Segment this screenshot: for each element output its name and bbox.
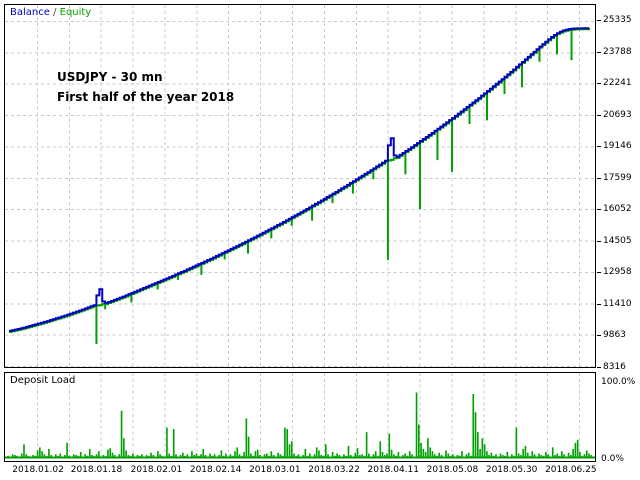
y-axis-tick-mark bbox=[597, 146, 601, 148]
deposit-axis-bottom-label: 0.0% bbox=[601, 454, 624, 464]
y-axis-tick-mark bbox=[597, 272, 601, 274]
x-axis-tick-label: 2018.03.01 bbox=[249, 465, 301, 475]
annotation-symbol-line: USDJPY - 30 mn bbox=[57, 70, 163, 84]
y-axis-tick-mark bbox=[597, 114, 601, 116]
deposit-bars-group bbox=[5, 392, 595, 459]
chart-gridlines bbox=[5, 5, 595, 367]
x-axis-tick-label: 2018.02.01 bbox=[130, 465, 183, 475]
y-axis-tick-label: 9863 bbox=[603, 330, 626, 341]
legend-equity-label: Equity bbox=[59, 7, 92, 18]
y-axis-tick-label: 16052 bbox=[603, 204, 632, 215]
x-axis-tick-label: 2018.01.18 bbox=[70, 465, 123, 475]
y-axis-tick-mark bbox=[597, 303, 601, 305]
deposit-load-panel[interactable]: Deposit Load bbox=[4, 372, 596, 462]
x-axis-tick-label: 2018.06.25 bbox=[545, 465, 597, 475]
balance-equity-plot bbox=[5, 5, 595, 367]
x-axis-tick-label: 2018.01.02 bbox=[12, 465, 64, 475]
deposit-axis-top-label: 100.0% bbox=[601, 377, 636, 387]
deposit-load-plot bbox=[5, 373, 595, 461]
y-axis-tick-mark bbox=[597, 20, 601, 21]
legend-balance-label: Balance bbox=[10, 7, 50, 18]
chart-annotation: USDJPY - 30 mn First half of the year 20… bbox=[57, 67, 234, 107]
x-axis-tick-label: 2018.05.30 bbox=[485, 465, 538, 475]
y-axis-tick-mark bbox=[597, 209, 601, 211]
legend-separator: / bbox=[53, 7, 57, 18]
y-axis-tick-mark bbox=[597, 83, 601, 85]
y-axis-tick-label: 20693 bbox=[603, 109, 632, 120]
x-axis-tick-label: 2018.03.22 bbox=[308, 465, 360, 475]
y-axis-tick-label: 25335 bbox=[603, 15, 632, 25]
y-axis-tick-label: 11410 bbox=[603, 298, 632, 309]
y-axis-tick-label: 8316 bbox=[603, 362, 626, 372]
y-axis-tick-mark bbox=[597, 240, 601, 242]
x-axis-tick-label: 2018.04.11 bbox=[367, 465, 419, 475]
deposit-load-axis: 100.0% 0.0% bbox=[597, 372, 640, 464]
balance-equity-chart-panel[interactable]: Balance / Equity USDJPY - 30 mn First ha… bbox=[4, 4, 596, 368]
y-axis-tick-label: 23788 bbox=[603, 46, 632, 57]
annotation-period-line: First half of the year 2018 bbox=[57, 90, 235, 104]
y-axis-tick-mark bbox=[597, 177, 601, 179]
deposit-load-title: Deposit Load bbox=[10, 375, 76, 386]
deposit-gridlines bbox=[36, 373, 581, 461]
x-axis-tick-label: 2018.02.14 bbox=[189, 465, 242, 475]
y-axis-tick-mark bbox=[597, 51, 601, 53]
y-axis-tick-label: 17599 bbox=[603, 172, 632, 183]
x-axis: 2018.01.02 2018.01.18 2018.02.01 2018.02.14… bbox=[0, 463, 640, 480]
x-axis-tick-label: 2018.05.08 bbox=[426, 465, 479, 475]
y-axis-tick-mark bbox=[597, 367, 601, 368]
y-axis-tick-mark bbox=[597, 335, 601, 337]
y-axis-tick-label: 22241 bbox=[603, 78, 632, 89]
y-axis-tick-label: 19146 bbox=[603, 141, 632, 152]
chart-series-group bbox=[8, 27, 591, 345]
y-axis: 25335 23788 22241 20693 19146 17599 16052 14505… bbox=[597, 0, 640, 372]
y-axis-tick-label: 14505 bbox=[603, 235, 632, 246]
y-axis-tick-label: 12958 bbox=[603, 267, 632, 278]
chart-legend: Balance / Equity bbox=[10, 7, 91, 19]
